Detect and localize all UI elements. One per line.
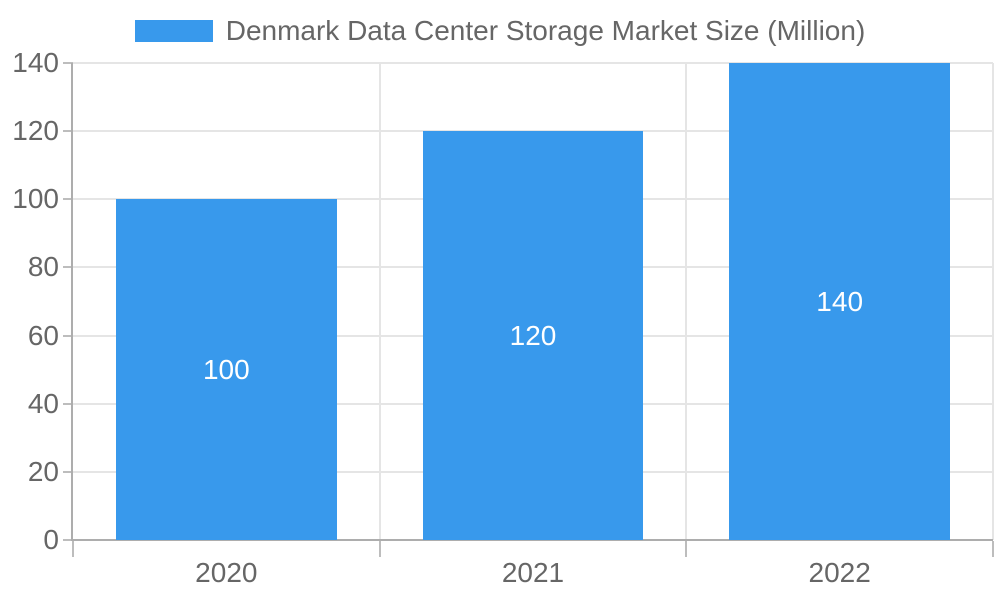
bar-2020[interactable]: [115, 199, 337, 540]
y-tick-mark: [63, 334, 73, 337]
x-axis-tick-label: 2020: [195, 557, 258, 588]
legend-swatch: [134, 20, 213, 42]
x-gridline: [992, 63, 994, 540]
y-axis-tick-label: 120: [12, 115, 59, 147]
x-tick-mark: [685, 541, 688, 557]
y-gridline: [73, 62, 993, 64]
y-axis-tick-label: 100: [12, 183, 59, 215]
y-axis-tick-label: 80: [27, 251, 59, 283]
x-tick-mark: [992, 541, 994, 557]
y-tick-mark: [63, 130, 73, 133]
x-tick-mark: [378, 541, 381, 557]
y-axis-line: [71, 63, 73, 540]
y-tick-mark: [63, 198, 73, 201]
bar-value-label: 120: [509, 319, 557, 351]
y-axis-tick-label: 0: [43, 524, 59, 555]
y-tick-mark: [63, 470, 73, 473]
x-gridline: [378, 63, 381, 540]
y-axis-tick-label: 140: [12, 47, 59, 78]
x-axis-line: [71, 539, 993, 541]
y-tick-mark: [63, 539, 73, 541]
y-axis-tick-label: 60: [27, 319, 59, 351]
y-axis-tick-label: 20: [27, 455, 59, 487]
bar-value-label: 140: [816, 285, 864, 317]
x-axis-tick-label: 2021: [501, 557, 565, 588]
x-axis-tick-label: 2022: [808, 557, 871, 588]
y-tick-mark: [63, 62, 73, 64]
x-gridline: [685, 63, 688, 540]
legend-label: Denmark Data Center Storage Market Size …: [225, 15, 866, 46]
bar-2022[interactable]: [729, 63, 951, 540]
y-tick-mark: [63, 266, 73, 269]
legend[interactable]: Denmark Data Center Storage Market Size …: [0, 15, 1000, 46]
x-tick-mark: [72, 541, 74, 557]
y-axis-tick-label: 40: [27, 387, 59, 419]
bar-2021[interactable]: [422, 131, 644, 540]
y-tick-mark: [63, 402, 73, 405]
bar-value-label: 100: [202, 353, 250, 385]
